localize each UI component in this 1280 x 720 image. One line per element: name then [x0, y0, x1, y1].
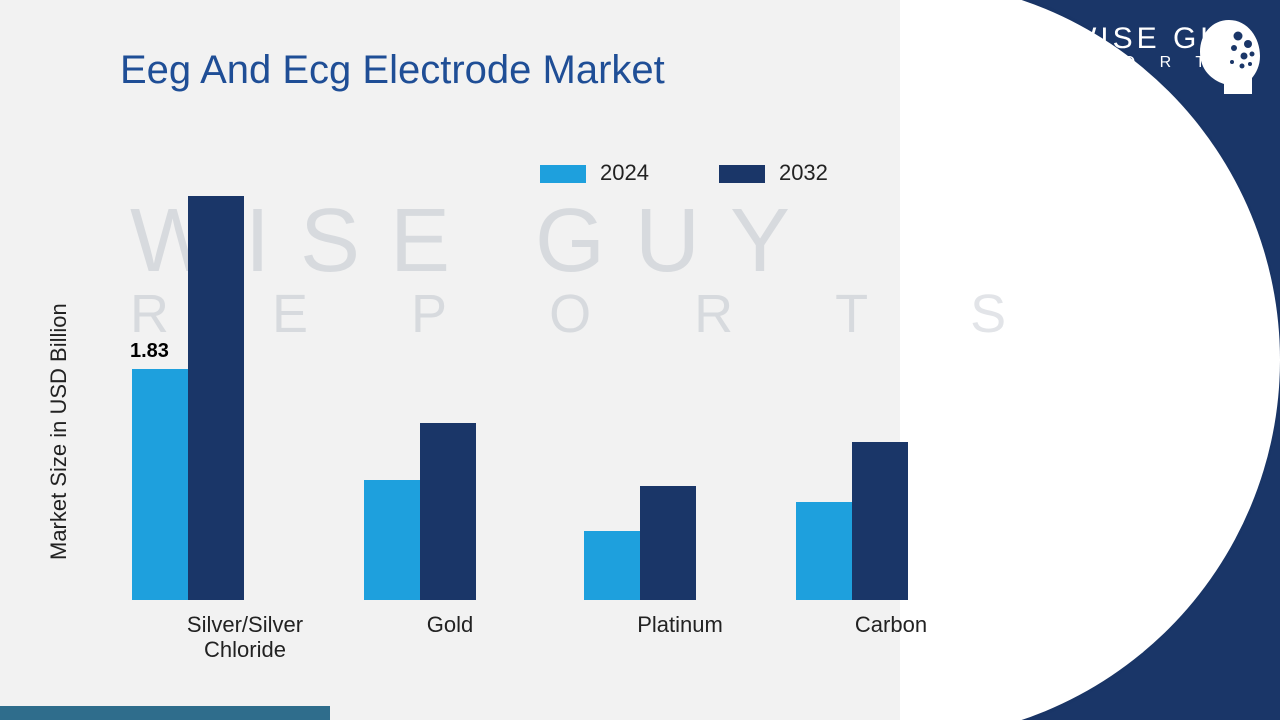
logo-head-icon [1194, 18, 1264, 96]
legend-swatch-2024 [540, 165, 586, 183]
legend-swatch-2032 [719, 165, 765, 183]
bar-group-3 [796, 442, 908, 600]
x-label-1: Gold [390, 612, 510, 637]
bar-2032 [420, 423, 476, 600]
bar-group-2 [584, 486, 696, 600]
bar-2032 [188, 196, 244, 600]
bar-2024 [364, 480, 420, 600]
footer-bar [0, 706, 330, 720]
x-label-0: Silver/SilverChloride [150, 612, 340, 663]
bar-2032 [852, 442, 908, 600]
page-root: WISE GUY R E P O R T S Eeg And Ecg Elect… [0, 0, 1280, 720]
legend-item-2024: 2024 [540, 160, 649, 186]
bar-2032 [640, 486, 696, 600]
legend-label-2032: 2032 [779, 160, 828, 185]
x-label-2: Platinum [600, 612, 760, 637]
bar-group-1 [364, 423, 476, 600]
plot-area: 1.83 [110, 190, 940, 600]
bar-group-0: 1.83 [132, 196, 244, 600]
bar-2024 [132, 369, 188, 600]
legend-item-2032: 2032 [719, 160, 828, 186]
bar-value-label: 1.83 [130, 340, 169, 363]
brand-logo: WISE GUY R E P O R T S [1017, 22, 1250, 72]
legend-label-2024: 2024 [600, 160, 649, 185]
bar-2024 [584, 531, 640, 600]
x-label-3: Carbon [816, 612, 966, 637]
y-axis-label: Market Size in USD Billion [46, 303, 72, 560]
chart-title: Eeg And Ecg Electrode Market [120, 48, 665, 93]
legend: 2024 2032 [540, 160, 828, 186]
bar-2024 [796, 502, 852, 600]
